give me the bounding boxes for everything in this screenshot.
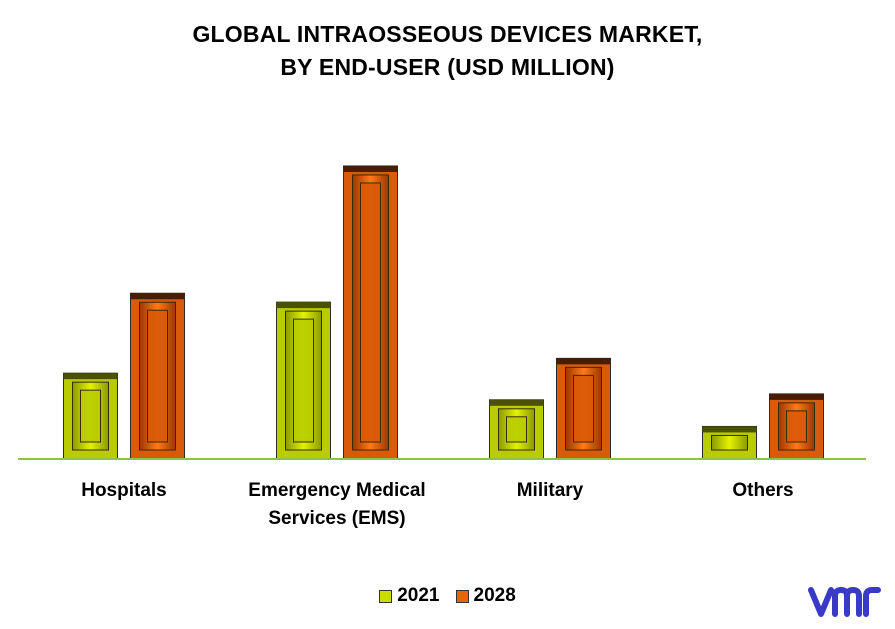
x-tick-label-2-0: Military bbox=[517, 480, 584, 501]
legend-swatch-2021 bbox=[379, 589, 393, 603]
chart-title-line-1: GLOBAL INTRAOSSEOUS DEVICES MARKET, bbox=[192, 21, 703, 47]
bar-2028-3 bbox=[769, 393, 824, 460]
legend-item-2021: 2021 bbox=[379, 585, 440, 607]
x-tick-label-3-0: Others bbox=[732, 480, 793, 501]
bar-2028-1 bbox=[343, 165, 398, 460]
bar-2021-1 bbox=[276, 301, 331, 460]
bar-2028-2 bbox=[556, 357, 611, 460]
x-axis-labels: Hospitals Emergency Medical Services (EMS)… bbox=[81, 480, 793, 529]
legend-item-2028: 2028 bbox=[455, 585, 516, 607]
chart-title: GLOBAL INTRAOSSEOUS DEVICES MARKET, BY E… bbox=[0, 18, 895, 84]
x-tick-label-0-0: Hospitals bbox=[81, 480, 167, 501]
bar-2021-3 bbox=[702, 425, 757, 460]
legend-label-2021: 2021 bbox=[397, 585, 440, 606]
bar-2021-0 bbox=[63, 372, 118, 460]
chart-title-line-2: BY END-USER (USD MILLION) bbox=[280, 54, 615, 80]
legend-label-2028: 2028 bbox=[473, 585, 516, 606]
bar-2028-0 bbox=[130, 292, 185, 460]
x-tick-label-1-0: Emergency Medical bbox=[248, 480, 425, 501]
vmr-logo-icon bbox=[808, 587, 881, 617]
legend: 2021 2028 bbox=[0, 585, 895, 607]
bar-chart: Hospitals Emergency Medical Services (EMS)… bbox=[18, 165, 866, 529]
bars-group bbox=[63, 165, 824, 460]
x-tick-label-1-1: Services (EMS) bbox=[268, 508, 405, 529]
bar-2021-2 bbox=[489, 399, 544, 460]
legend-swatch-2028 bbox=[455, 589, 469, 603]
